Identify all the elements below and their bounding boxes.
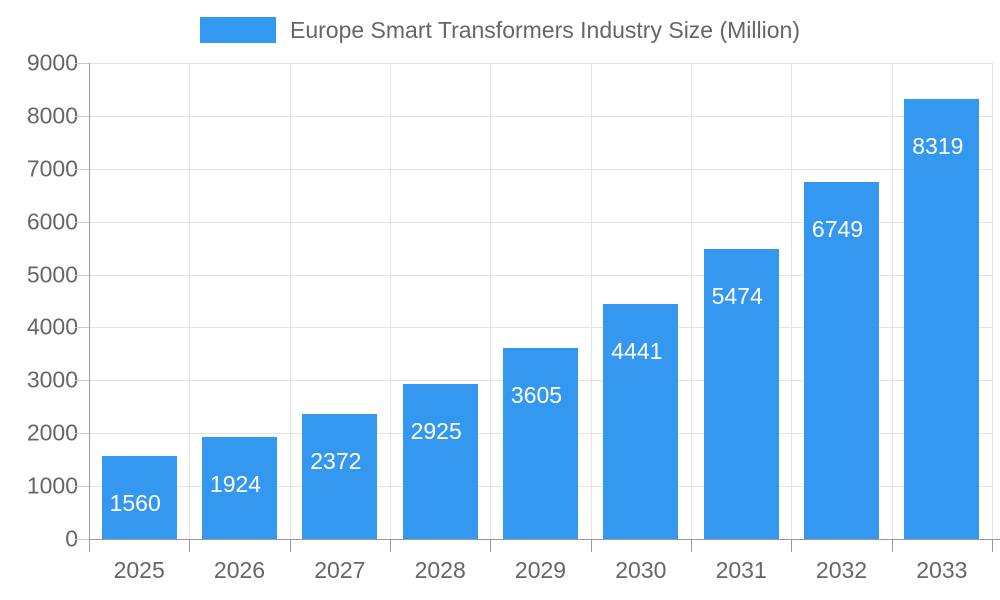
gridline-vertical [691, 63, 692, 539]
x-axis-tick-mark [89, 539, 90, 552]
y-axis-tick-label: 9000 [26, 49, 78, 76]
gridline-horizontal [89, 115, 992, 117]
y-axis-tick-mark [75, 274, 89, 276]
y-axis-tick-label: 2000 [26, 419, 78, 446]
bar[interactable] [804, 182, 879, 539]
bar[interactable] [503, 348, 578, 539]
bar-value-label: 8319 [912, 133, 964, 160]
legend-label[interactable]: Europe Smart Transformers Industry Size … [290, 16, 800, 43]
y-axis-tick-label: 7000 [26, 155, 78, 182]
y-axis-tick-mark [75, 539, 89, 540]
plot-area: 1560 1924 2372 2925 3605 4441 5474 6749 8319 [89, 63, 993, 540]
y-axis-tick-label: 0 [65, 525, 78, 552]
gridline-vertical [490, 63, 492, 539]
x-axis-tick-label: 2033 [916, 557, 968, 583]
gridline-horizontal [89, 168, 992, 170]
bar-value-label: 1924 [209, 471, 262, 498]
x-axis-tick-label: 2029 [514, 557, 567, 583]
gridline-vertical [289, 63, 291, 539]
y-axis-tick-mark [75, 63, 89, 64]
x-axis-tick-mark [490, 539, 492, 552]
bar-value-label: 2925 [410, 418, 462, 445]
x-axis-tick-mark [289, 539, 291, 552]
gridline-horizontal [89, 274, 992, 276]
bar[interactable] [904, 99, 980, 539]
x-axis-tick-label: 2031 [715, 557, 767, 583]
x-axis-tick-mark [590, 539, 592, 552]
x-axis-tick-mark [390, 539, 391, 552]
bar[interactable] [703, 249, 779, 539]
y-axis-tick-labels: 0 1000 2000 3000 4000 5000 6000 7000 8000 9000 [0, 0, 78, 600]
gridline-vertical [590, 63, 592, 539]
bar-value-label: 4441 [611, 338, 663, 365]
gridline-vertical [992, 63, 993, 539]
x-axis-tick-label: 2026 [213, 557, 266, 583]
gridline-vertical [891, 63, 893, 539]
bar-value-label: 1560 [109, 490, 161, 517]
legend-color-swatch[interactable] [200, 17, 276, 43]
bar-value-label: 2372 [310, 447, 362, 474]
x-axis-line [75, 539, 1000, 540]
y-axis-tick-label: 1000 [26, 472, 78, 499]
y-axis-line [89, 63, 90, 552]
bar-value-label: 6749 [811, 216, 864, 243]
x-axis-tick-label: 2027 [314, 557, 366, 583]
y-axis-tick-mark [75, 168, 89, 170]
y-axis-tick-label: 8000 [26, 102, 78, 129]
y-axis-tick-mark [75, 221, 89, 223]
bar[interactable] [302, 413, 378, 539]
x-axis-tick-mark [189, 539, 191, 552]
x-axis-tick-label: 2025 [113, 557, 165, 583]
y-axis-tick-mark [75, 380, 89, 382]
gridline-horizontal [89, 63, 992, 64]
gridline-vertical [189, 63, 191, 539]
bar-value-label: 5474 [711, 283, 763, 310]
y-axis-tick-label: 6000 [26, 208, 78, 235]
x-axis-tick-mark [891, 539, 893, 552]
gridline-horizontal [89, 327, 992, 329]
y-axis-tick-mark [75, 433, 89, 435]
x-axis-tick-mark [992, 539, 993, 552]
x-axis-tick-label: 2032 [815, 557, 868, 583]
x-axis-tick-mark [691, 539, 692, 552]
x-axis-tick-mark [791, 539, 793, 552]
bar[interactable] [202, 437, 277, 539]
bar[interactable] [402, 384, 478, 539]
gridline-vertical [390, 63, 391, 539]
bar[interactable] [603, 304, 679, 539]
bar-value-label: 3605 [510, 382, 563, 409]
x-axis-tick-label: 2030 [615, 557, 667, 583]
y-axis-tick-mark [75, 115, 89, 117]
x-axis-tick-label: 2028 [414, 557, 466, 583]
bar[interactable] [101, 456, 177, 539]
y-axis-tick-mark [75, 486, 89, 488]
gridline-horizontal [89, 221, 992, 223]
y-axis-tick-mark [75, 327, 89, 329]
y-axis-tick-label: 4000 [26, 313, 78, 340]
y-axis-tick-label: 5000 [26, 261, 78, 288]
gridline-vertical [791, 63, 793, 539]
chart-legend: Europe Smart Transformers Industry Size … [0, 12, 1000, 48]
y-axis-tick-label: 3000 [26, 366, 78, 393]
